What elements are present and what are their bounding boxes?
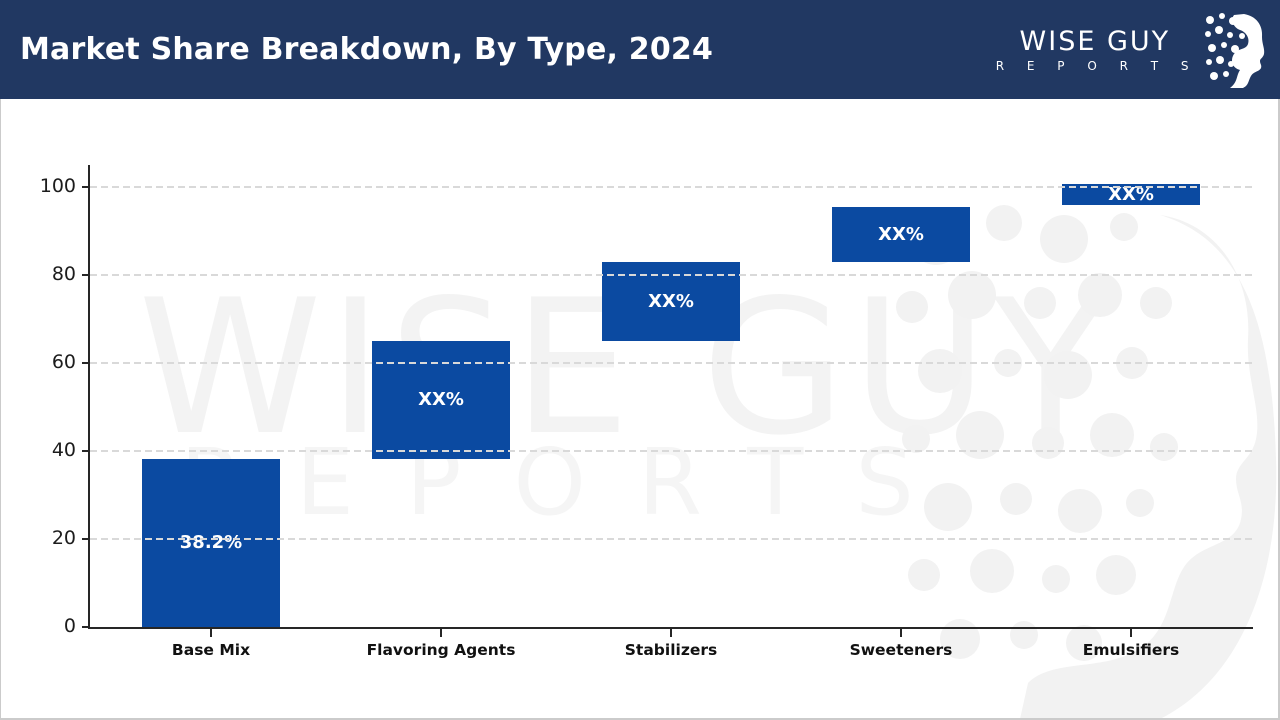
y-tick-label-0: 0 xyxy=(63,615,76,637)
gridline-20 xyxy=(90,538,1253,540)
y-tick-label-20: 20 xyxy=(51,527,76,549)
bar-value-label-emulsifiers: XX% xyxy=(1108,183,1154,205)
wise-guy-logo: WISE GUY R E P O R T S xyxy=(992,10,1266,88)
bar-base-mix: 38.2% xyxy=(142,458,280,627)
x-tick-stabilizers xyxy=(670,629,672,637)
bar-sweeteners: XX% xyxy=(832,206,970,262)
watermark-reports-text: REPORTS xyxy=(180,429,966,536)
bar-value-label-sweeteners: XX% xyxy=(878,223,924,245)
y-tick-label-60: 60 xyxy=(51,351,76,373)
gridline-40 xyxy=(90,450,1253,452)
x-category-label-stabilizers: Stabilizers xyxy=(624,641,718,659)
y-tick-80 xyxy=(82,274,90,276)
y-tick-label-40: 40 xyxy=(51,439,76,461)
y-tick-label-80: 80 xyxy=(51,263,76,285)
chart-area: WISE GUY REPORTS 38.2% XX% XX% XX% XX% 0 20 40 6… xyxy=(0,99,1280,720)
bar-value-label-stabilizers: XX% xyxy=(648,290,694,312)
page-border-bottom xyxy=(0,718,1280,720)
header-bar: Market Share Breakdown, By Type, 2024 WI… xyxy=(0,0,1280,99)
bar-emulsifiers: XX% xyxy=(1062,184,1200,205)
y-tick-100 xyxy=(82,186,90,188)
x-category-label-sweeteners: Sweeteners xyxy=(849,641,953,659)
x-tick-flavoring-agents xyxy=(440,629,442,637)
y-tick-20 xyxy=(82,538,90,540)
gridline-100 xyxy=(90,186,1253,188)
y-tick-label-100: 100 xyxy=(39,175,76,197)
y-tick-40 xyxy=(82,450,90,452)
logo-reports-label: R E P O R T S xyxy=(995,58,1198,73)
y-tick-60 xyxy=(82,362,90,364)
bar-value-label-flavoring-agents: XX% xyxy=(418,389,464,411)
gridline-60 xyxy=(90,362,1253,364)
page-title: Market Share Breakdown, By Type, 2024 xyxy=(20,32,714,67)
x-tick-emulsifiers xyxy=(1130,629,1132,637)
y-axis-line xyxy=(88,165,90,629)
y-tick-0 xyxy=(82,626,90,628)
gridline-80 xyxy=(90,274,1253,276)
page-border-right xyxy=(1278,99,1280,720)
x-category-label-emulsifiers: Emulsifiers xyxy=(1082,641,1180,659)
x-category-label-base-mix: Base Mix xyxy=(171,641,251,659)
bar-flavoring-agents: XX% xyxy=(372,341,510,459)
x-axis-line xyxy=(88,627,1253,629)
bar-value-label-base-mix: 38.2% xyxy=(179,532,243,554)
page-border-left xyxy=(0,99,1,720)
x-tick-sweeteners xyxy=(900,629,902,637)
watermark-head-icon xyxy=(896,205,1277,719)
x-category-label-flavoring-agents: Flavoring Agents xyxy=(366,641,516,659)
logo-text: WISE GUY R E P O R T S xyxy=(992,26,1198,73)
x-tick-base-mix xyxy=(210,629,212,637)
logo-wise-guy-label: WISE GUY xyxy=(1019,25,1171,57)
logo-head-icon xyxy=(1205,13,1265,88)
